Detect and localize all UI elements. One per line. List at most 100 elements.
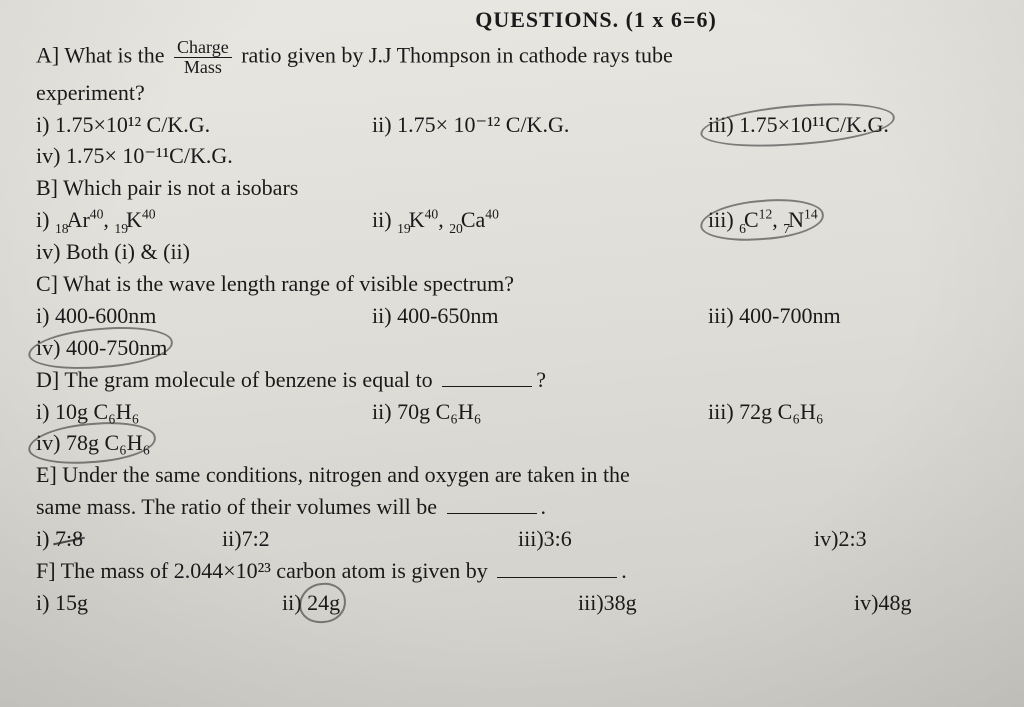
question-C: C] What is the wave length range of visi… bbox=[36, 268, 996, 364]
qC-label: C] bbox=[36, 271, 58, 296]
qF-opt-i: i) 15g bbox=[36, 587, 246, 619]
pen-circle: 24g bbox=[307, 587, 340, 619]
qB-opt-iv: iv) Both (i) & (ii) bbox=[36, 236, 960, 268]
qA-opt-iii: iii) 1.75×10¹¹C/K.G. bbox=[708, 109, 889, 141]
opt-text: 24g bbox=[307, 590, 340, 615]
qA-stem: A] What is the Charge Mass ratio given b… bbox=[36, 38, 996, 77]
qC-opt-iv: iv) 400-750nm bbox=[36, 332, 960, 364]
opt-text: Both (i) & (ii) bbox=[66, 239, 190, 264]
opt-text: 400-750nm bbox=[66, 335, 167, 360]
qD-options: i) 10g C₆H₆ ii) 70g C₆H₆ iii) 72g C₆H₆ i… bbox=[36, 396, 996, 460]
question-D: D] The gram molecule of benzene is equal… bbox=[36, 364, 996, 460]
question-F: F] The mass of 2.044×10²³ carbon atom is… bbox=[36, 555, 996, 619]
qC-stem: C] What is the wave length range of visi… bbox=[36, 268, 996, 300]
qE-stem-line2-post: . bbox=[541, 494, 547, 519]
opt-num: iv) bbox=[814, 526, 838, 551]
opt-num: iii) bbox=[518, 526, 544, 551]
qB-opt-iii: iii) 6C12, 7N14 bbox=[708, 204, 818, 236]
qE-options: i) 7:8 ii)7:2 iii)3:6 iv)2:3 bbox=[36, 523, 996, 555]
qF-stem-post: . bbox=[621, 558, 627, 583]
chem: 70g C₆H₆ bbox=[397, 399, 481, 424]
opt-text: 7:2 bbox=[242, 526, 270, 551]
question-E: E] Under the same conditions, nitrogen a… bbox=[36, 459, 996, 555]
chem: 10g C₆H₆ bbox=[55, 399, 139, 424]
qF-stem: F] The mass of 2.044×10²³ carbon atom is… bbox=[36, 555, 996, 587]
pen-circle: iv) 400-750nm bbox=[36, 332, 167, 364]
qD-opt-ii: ii) 70g C₆H₆ bbox=[372, 396, 672, 428]
qD-opt-iii: iii) 72g C₆H₆ bbox=[708, 396, 824, 428]
qC-opt-iii: iii) 400-700nm bbox=[708, 300, 841, 332]
opt-text: 400-700nm bbox=[739, 303, 840, 328]
opt-num: iii) bbox=[708, 303, 734, 328]
qE-opt-iv: iv)2:3 bbox=[814, 523, 867, 555]
opt-num: ii) bbox=[372, 112, 392, 137]
question-B: B] Which pair is not a isobars i) 18Ar40… bbox=[36, 172, 996, 268]
opt-num: i) bbox=[36, 590, 49, 615]
opt-num: i) bbox=[36, 112, 49, 137]
opt-text: 1.75× 10⁻¹¹C/K.G. bbox=[66, 143, 233, 168]
opt-num: iv) bbox=[36, 143, 60, 168]
opt-text: 1.75× 10⁻¹² C/K.G. bbox=[397, 112, 569, 137]
opt-num: iv) bbox=[36, 335, 60, 360]
blank-line bbox=[497, 557, 617, 578]
opt-num: iii) bbox=[708, 399, 734, 424]
opt-num: i) bbox=[36, 399, 49, 424]
qA-opt-iv: iv) 1.75× 10⁻¹¹C/K.G. bbox=[36, 140, 960, 172]
opt-text: 400-650nm bbox=[397, 303, 498, 328]
blank-line bbox=[442, 366, 532, 387]
opt-num: iv) bbox=[36, 430, 60, 455]
opt-num: iii) bbox=[578, 590, 604, 615]
blank-line bbox=[447, 493, 537, 514]
qA-stem-line2: experiment? bbox=[36, 77, 996, 109]
qE-stem-line2-pre: same mass. The ratio of their volumes wi… bbox=[36, 494, 437, 519]
qC-stem-text: What is the wave length range of visible… bbox=[63, 271, 514, 296]
qD-label: D] bbox=[36, 367, 59, 392]
qF-options: i) 15g ii) 24g iii)38g iv)48g bbox=[36, 587, 996, 619]
qD-opt-iv: iv) 78g C₆H₆ bbox=[36, 427, 960, 459]
qE-stem-l1: E] Under the same conditions, nitrogen a… bbox=[36, 459, 996, 491]
opt-num: iii) bbox=[708, 112, 734, 137]
opt-num: ii) bbox=[282, 590, 302, 615]
qD-stem: D] The gram molecule of benzene is equal… bbox=[36, 364, 996, 396]
opt-text: 1.75×10¹¹C/K.G. bbox=[739, 112, 889, 137]
pen-strike: 7:8 bbox=[55, 523, 83, 555]
qA-opt-i: i) 1.75×10¹² C/K.G. bbox=[36, 109, 336, 141]
qC-options: i) 400-600nm ii) 400-650nm iii) 400-700n… bbox=[36, 300, 996, 364]
opt-text: 400-600nm bbox=[55, 303, 156, 328]
nuclide: 6C12, 7N14 bbox=[739, 207, 817, 232]
qE-opt-iii: iii)3:6 bbox=[518, 523, 778, 555]
qB-opt-ii: ii) 19K40, 20Ca40 bbox=[372, 204, 672, 236]
header-marks: (1 x 6=6) bbox=[626, 7, 717, 32]
qD-opt-i: i) 10g C₆H₆ bbox=[36, 396, 336, 428]
qB-stem-text: Which pair is not a isobars bbox=[63, 175, 298, 200]
qB-label: B] bbox=[36, 175, 58, 200]
qA-label: A] bbox=[36, 42, 59, 67]
qF-label: F] bbox=[36, 558, 56, 583]
qA-stem-pre: What is the bbox=[64, 42, 164, 67]
qF-stem-pre: The mass of bbox=[61, 558, 169, 583]
opt-text: 15g bbox=[55, 590, 88, 615]
qD-stem-post: ? bbox=[536, 367, 546, 392]
qA-stem-post: ratio given by J.J Thompson in cathode r… bbox=[241, 42, 673, 67]
opt-text: 3:6 bbox=[544, 526, 572, 551]
question-A: A] What is the Charge Mass ratio given b… bbox=[36, 38, 996, 172]
opt-num: ii) bbox=[372, 303, 392, 328]
opt-text: 7:8 bbox=[55, 526, 83, 551]
pen-circle: iii) 1.75×10¹¹C/K.G. bbox=[708, 109, 889, 141]
nuclide: 19K40, 20Ca40 bbox=[397, 207, 499, 232]
nuclide: 18Ar40, 19K40 bbox=[55, 207, 156, 232]
qE-stem-l2: same mass. The ratio of their volumes wi… bbox=[36, 491, 996, 523]
opt-num: iv) bbox=[36, 239, 60, 264]
qE-stem-line1: Under the same conditions, nitrogen and … bbox=[62, 462, 630, 487]
opt-num: iv) bbox=[854, 590, 878, 615]
qB-options: i) 18Ar40, 19K40 ii) 19K40, 20Ca40 iii) … bbox=[36, 204, 996, 268]
qC-opt-ii: ii) 400-650nm bbox=[372, 300, 672, 332]
opt-num: ii) bbox=[222, 526, 242, 551]
qA-options: i) 1.75×10¹² C/K.G. ii) 1.75× 10⁻¹² C/K.… bbox=[36, 109, 996, 173]
qF-stem-mid: 2.044×10²³ carbon atom is given by bbox=[174, 558, 488, 583]
qA-frac-den: Mass bbox=[174, 58, 232, 77]
chem: 78g C₆H₆ bbox=[66, 430, 150, 455]
opt-num: i) bbox=[36, 526, 49, 551]
qF-opt-iv: iv)48g bbox=[854, 587, 911, 619]
opt-text: 1.75×10¹² C/K.G. bbox=[55, 112, 210, 137]
